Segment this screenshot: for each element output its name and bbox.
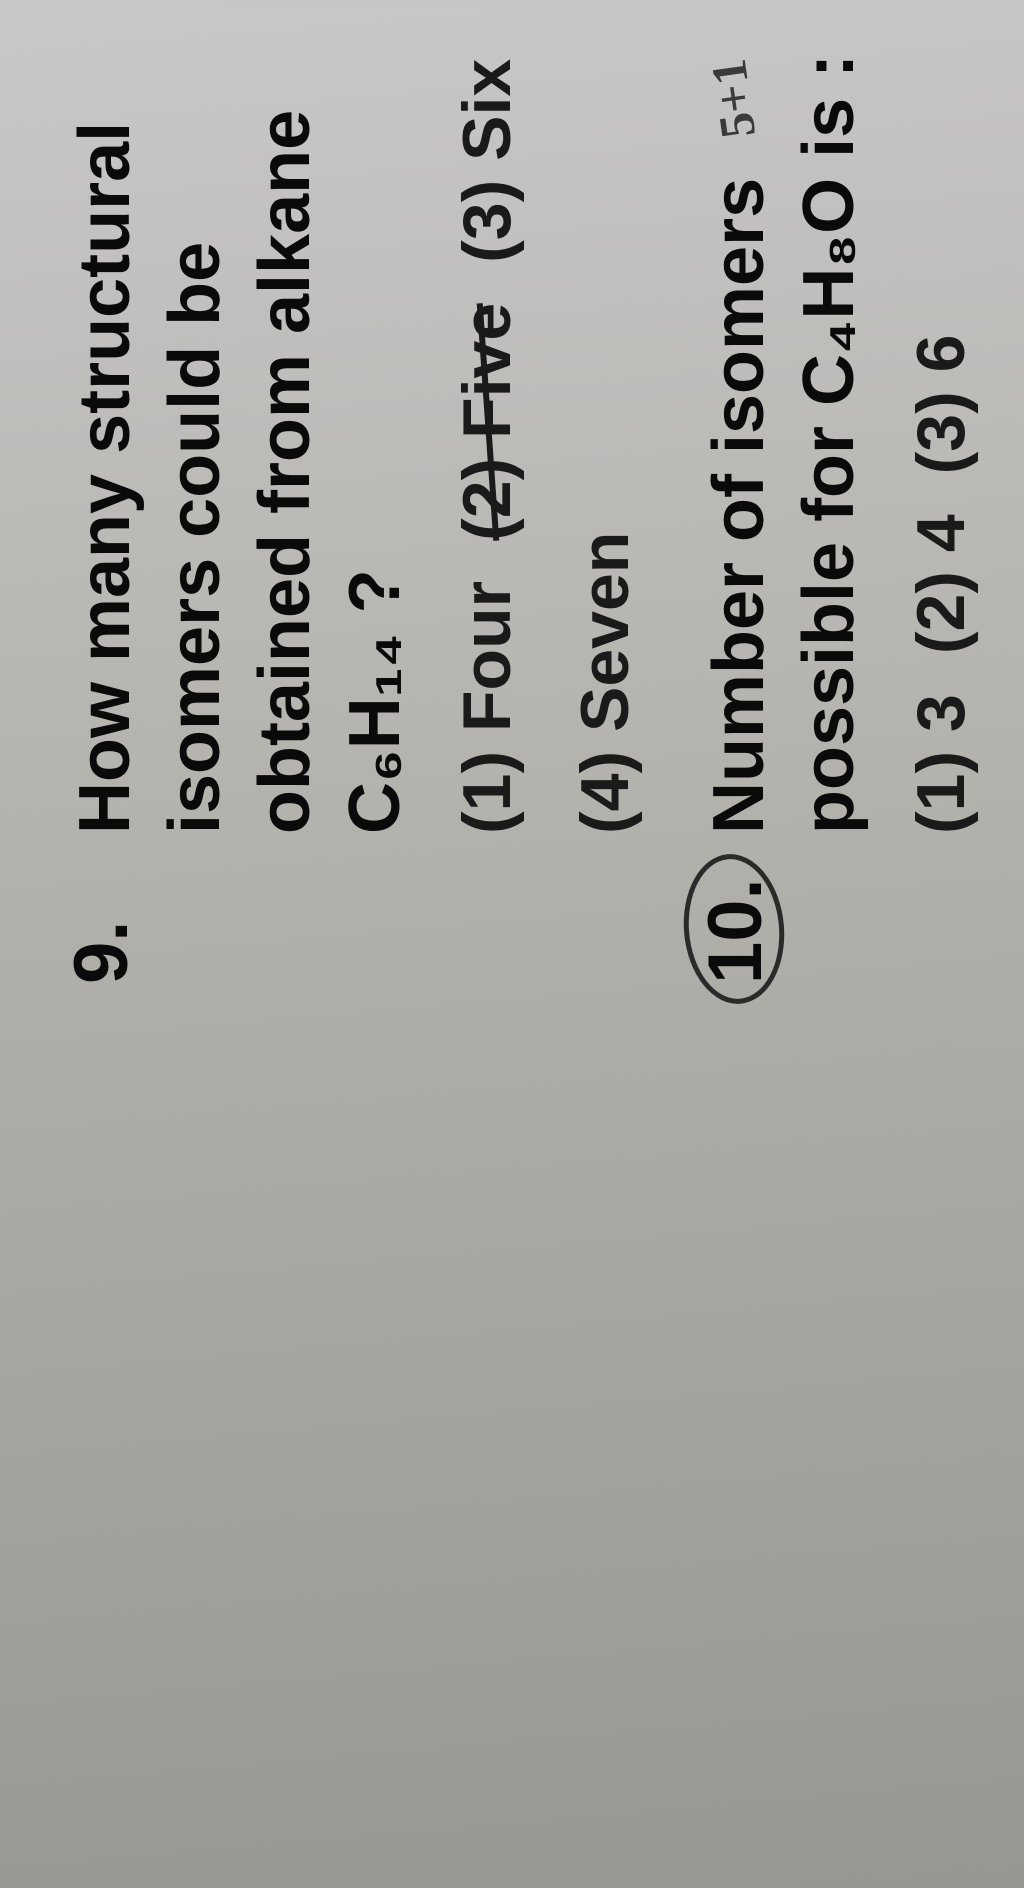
question-row: 10. Number of isomers possible for C₄H₈O… <box>694 40 874 984</box>
question-number: 9. <box>60 834 144 984</box>
question-number-circled: 10. <box>694 834 778 984</box>
q-line-1: Number of isomers possible for C₄H₈O is … <box>699 54 869 834</box>
question-9: 9. How many structural isomers could be … <box>60 40 644 984</box>
q-line-1: How many structural isomers could be <box>65 122 235 834</box>
option-3: (3) Six <box>448 59 526 263</box>
option-2: (2) 4 <box>902 514 980 654</box>
option-3: (3) 6 <box>902 335 980 475</box>
options-row: (1) Four (2) Five (3) Six (4) Seven <box>448 40 644 984</box>
q-line-2: obtained from alkane C₆H₁₄ ? <box>245 110 415 834</box>
options-row: (1) 3 (2) 4 (3) 6 (4) None <box>902 40 1024 984</box>
option-4: (4) None <box>1020 562 1024 834</box>
question-10: 10. Number of isomers possible for C₄H₈O… <box>694 40 1024 984</box>
option-4: (4) Seven <box>566 532 644 834</box>
option-1: (1) Four <box>448 581 526 834</box>
question-text: Number of isomers possible for C₄H₈O is … <box>694 40 874 834</box>
handwritten-annotation: 5+1 <box>699 56 767 142</box>
question-row: 9. How many structural isomers could be … <box>60 40 420 984</box>
option-2: (2) Five <box>448 303 526 541</box>
question-text: How many structural isomers could be obt… <box>60 40 420 834</box>
option-1: (1) 3 <box>902 694 980 834</box>
